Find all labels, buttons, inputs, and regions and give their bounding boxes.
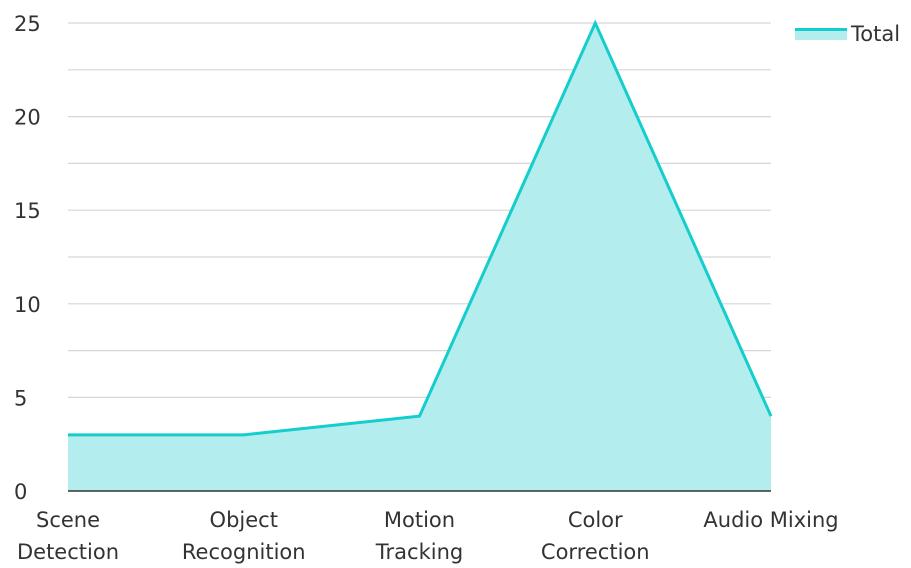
x-tick-label: Color Correction <box>541 508 650 564</box>
series-area-total <box>68 23 771 491</box>
y-tick-label: 25 <box>14 12 41 36</box>
y-tick-label: 5 <box>14 386 27 410</box>
y-tick-label: 10 <box>14 293 41 317</box>
legend: Total <box>795 22 900 46</box>
y-tick-label: 20 <box>14 106 41 130</box>
series-line-total <box>68 19 773 437</box>
y-tick-label: 15 <box>14 199 41 223</box>
legend-label-total: Total <box>851 22 901 46</box>
x-tick-label: Object Recognition <box>182 508 306 564</box>
legend-swatch-total <box>795 28 847 40</box>
x-tick-label: Audio Mixing <box>703 508 838 532</box>
x-tick-label: Scene Detection <box>17 508 119 564</box>
x-tick-label: Motion Tracking <box>375 508 463 564</box>
y-tick-label: 0 <box>14 480 27 504</box>
